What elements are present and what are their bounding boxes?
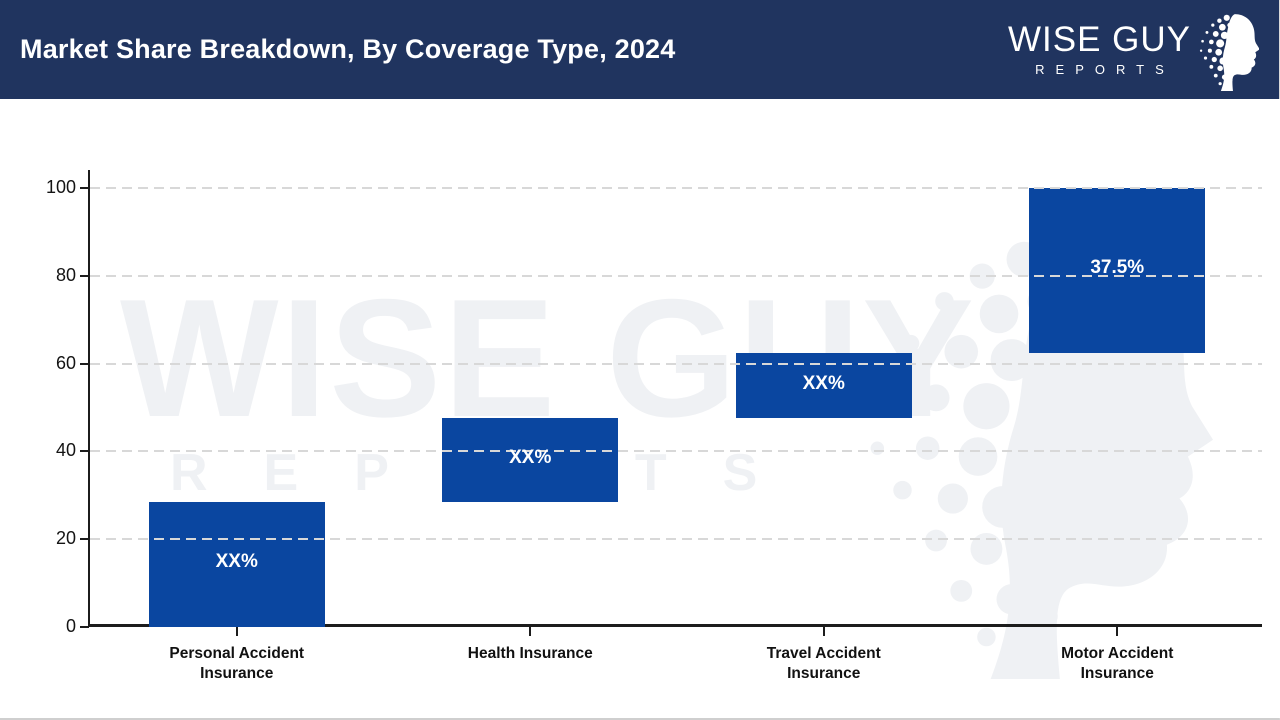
bar-segment (148, 501, 325, 627)
chart-area: WISE GUY REPORTS 020406080100XX%Personal… (0, 99, 1280, 718)
gridline-100 (90, 187, 1262, 189)
category-label: Travel Accident Insurance (766, 645, 881, 682)
logo-name: WISE GUY (1007, 20, 1191, 60)
gridline-40 (90, 450, 1262, 453)
y-tick-mark (80, 362, 89, 365)
category-label: Motor Accident Insurance (1061, 645, 1174, 682)
wiseguy-logo-text: WISE GUY REPORTS (1007, 20, 1191, 77)
bar-segment (442, 418, 619, 502)
bar-value-label: XX% (802, 372, 845, 394)
gridline-60 (90, 362, 1262, 365)
y-tick-label: 60 (55, 352, 76, 373)
bar-value-label: XX% (215, 551, 258, 573)
gridline-20 (90, 538, 1262, 541)
y-tick-label: 0 (65, 616, 76, 636)
header: Market Share Breakdown, By Coverage Type… (0, 0, 1279, 99)
x-tick-mark (1116, 627, 1119, 636)
y-tick-label: 100 (45, 177, 76, 197)
y-tick-label: 40 (55, 440, 76, 461)
y-tick-mark (80, 450, 89, 453)
y-tick-mark (80, 538, 89, 541)
y-tick-mark (80, 187, 89, 189)
category-label: Personal Accident Insurance (169, 645, 305, 682)
wiseguy-logo: WISE GUY REPORTS (1008, 9, 1259, 91)
y-tick-mark (80, 274, 89, 277)
page-title: Market Share Breakdown, By Coverage Type… (20, 34, 676, 64)
plot-area: 0 20 40 60 80 100 XX% Personal Accident Insuran… (46, 170, 1262, 682)
y-tick-mark (80, 626, 89, 628)
x-tick-mark (529, 627, 532, 636)
x-tick-mark (822, 627, 825, 636)
gridline-80 (90, 274, 1262, 277)
y-tick-label: 80 (55, 264, 76, 285)
x-tick-mark (235, 627, 238, 636)
bar-value-label: XX% (509, 447, 552, 469)
category-label: Health Insurance (467, 645, 593, 662)
logo-tagline: REPORTS (1035, 61, 1175, 77)
y-tick-label: 20 (55, 528, 76, 549)
wiseguy-face-icon (1193, 9, 1259, 91)
bar-value-label: 37.5% (1090, 257, 1145, 279)
